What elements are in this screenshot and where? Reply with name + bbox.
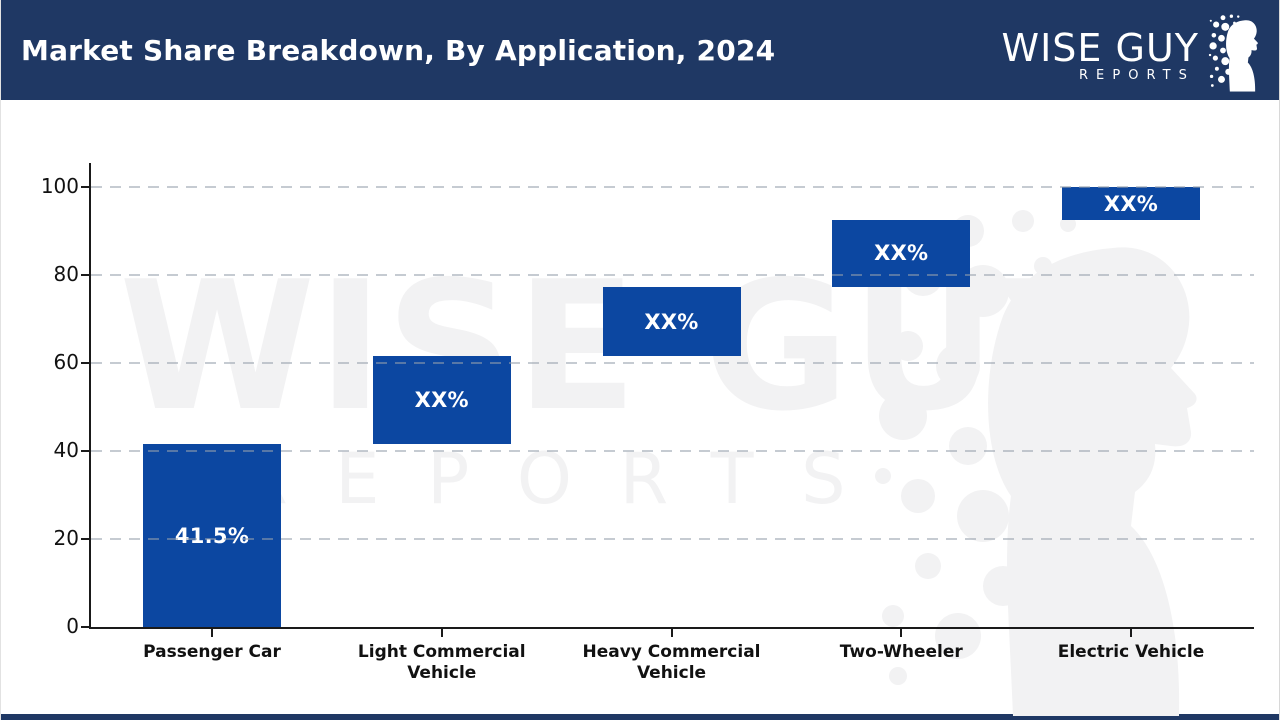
logo-face-icon xyxy=(1207,12,1271,92)
y-tick-label-100: 100 xyxy=(40,174,79,198)
bar-value-label: XX% xyxy=(874,241,929,266)
y-tick-label-40: 40 xyxy=(53,438,79,462)
y-tick-label-80: 80 xyxy=(53,262,79,286)
y-tick-20 xyxy=(81,538,89,540)
bar-value-label: XX% xyxy=(1103,191,1159,216)
header-bar: Market Share Breakdown, By Application, … xyxy=(1,0,1279,100)
gridline-20 xyxy=(91,538,1254,540)
gridline-80 xyxy=(91,274,1254,276)
footer-bar xyxy=(1,714,1279,720)
y-tick-60 xyxy=(81,362,89,364)
x-axis-line xyxy=(89,627,1254,629)
x-tick xyxy=(440,629,443,637)
bar-value-label: XX% xyxy=(414,388,469,413)
x-tick xyxy=(1130,629,1132,637)
bar-segment: XX% xyxy=(602,286,741,357)
x-tick xyxy=(900,629,903,637)
x-category-label: Two-Wheeler xyxy=(839,642,963,662)
logo-subtext: REPORTS xyxy=(1078,68,1195,83)
y-tick-label-60: 60 xyxy=(53,350,79,374)
y-tick-80 xyxy=(81,274,89,276)
bar-segment: XX% xyxy=(372,356,511,445)
y-tick-0 xyxy=(81,626,89,628)
y-axis-line xyxy=(89,163,91,629)
x-category-label: Electric Vehicle xyxy=(1057,642,1205,662)
bar-segment: XX% xyxy=(832,220,971,287)
chart-title: Market Share Breakdown, By Application, … xyxy=(21,33,776,67)
bar-value-label: 41.5% xyxy=(174,523,250,548)
gridline-60 xyxy=(91,362,1254,364)
y-tick-label-20: 20 xyxy=(53,526,79,550)
y-tick-label-0: 0 xyxy=(66,614,79,638)
y-tick-100 xyxy=(81,186,89,188)
gridline-100 xyxy=(91,186,1254,188)
x-category-label: Light Commercial Vehicle xyxy=(357,642,526,683)
watermark-subtext: REPORTS xyxy=(239,438,894,520)
x-category-label: Heavy Commercial Vehicle xyxy=(582,642,761,683)
y-tick-40 xyxy=(81,450,89,452)
x-category-label: Passenger Car xyxy=(143,642,281,662)
x-tick xyxy=(211,629,213,637)
gridline-40 xyxy=(91,450,1254,452)
bar-segment: XX% xyxy=(1062,187,1200,220)
x-tick xyxy=(670,629,673,637)
bar-segment: 41.5% xyxy=(143,444,281,627)
bar-value-label: XX% xyxy=(644,309,699,334)
brand-logo: WISE GUY REPORTS xyxy=(1002,8,1271,94)
logo-wordmark: WISE GUY xyxy=(1001,26,1199,70)
